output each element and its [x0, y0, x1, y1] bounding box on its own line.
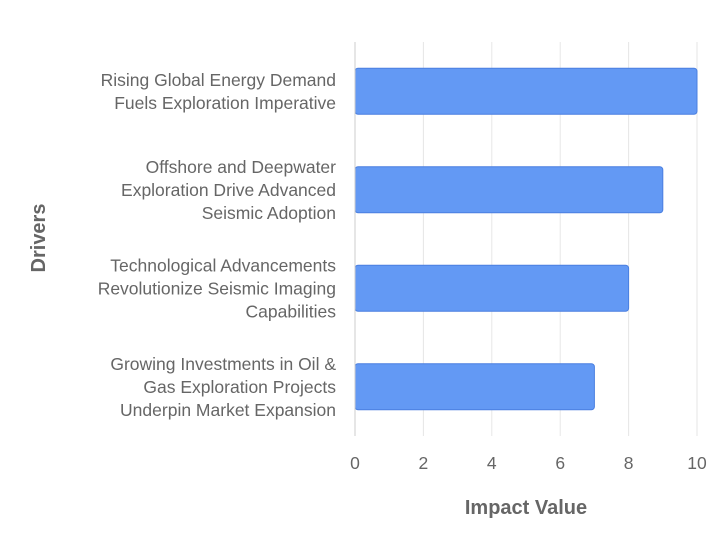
category-label: Offshore and Deepwater Exploration Drive …	[121, 157, 336, 223]
x-tick-label: 6	[555, 453, 565, 473]
bar	[354, 264, 630, 312]
bars	[354, 67, 698, 411]
x-axis-title: Impact Value	[465, 497, 587, 519]
category-label-line: Gas Exploration Projects	[143, 377, 336, 397]
category-label-line: Technological Advancements	[110, 255, 336, 275]
category-label-line: Offshore and Deepwater	[146, 157, 337, 177]
x-tick-labels: 0 2 4 6 8 10	[350, 453, 707, 473]
category-label-line: Fuels Exploration Imperative	[114, 93, 336, 113]
category-label-line: Capabilities	[246, 301, 337, 321]
x-tick-label: 2	[419, 453, 429, 473]
category-label-line: Revolutionize Seismic Imaging	[98, 278, 336, 298]
bar	[354, 363, 595, 411]
bar	[354, 67, 698, 115]
category-label-line: Underpin Market Expansion	[120, 400, 336, 420]
x-tick-label: 4	[487, 453, 497, 473]
category-labels: Rising Global Energy Demand Fuels Explora…	[98, 70, 337, 420]
y-axis-title: Drivers	[28, 204, 50, 273]
category-label-line: Exploration Drive Advanced	[121, 180, 336, 200]
x-tick-label: 0	[350, 453, 360, 473]
category-label-line: Rising Global Energy Demand	[101, 70, 336, 90]
x-tick-label: 10	[687, 453, 707, 473]
category-label: Rising Global Energy Demand Fuels Explora…	[101, 70, 336, 113]
category-label-line: Seismic Adoption	[202, 203, 336, 223]
category-label: Growing Investments in Oil & Gas Explorat…	[110, 354, 336, 420]
bar	[354, 166, 664, 214]
category-label: Technological Advancements Revolutionize …	[98, 255, 337, 321]
x-tick-label: 8	[624, 453, 634, 473]
category-label-line: Growing Investments in Oil &	[110, 354, 336, 374]
